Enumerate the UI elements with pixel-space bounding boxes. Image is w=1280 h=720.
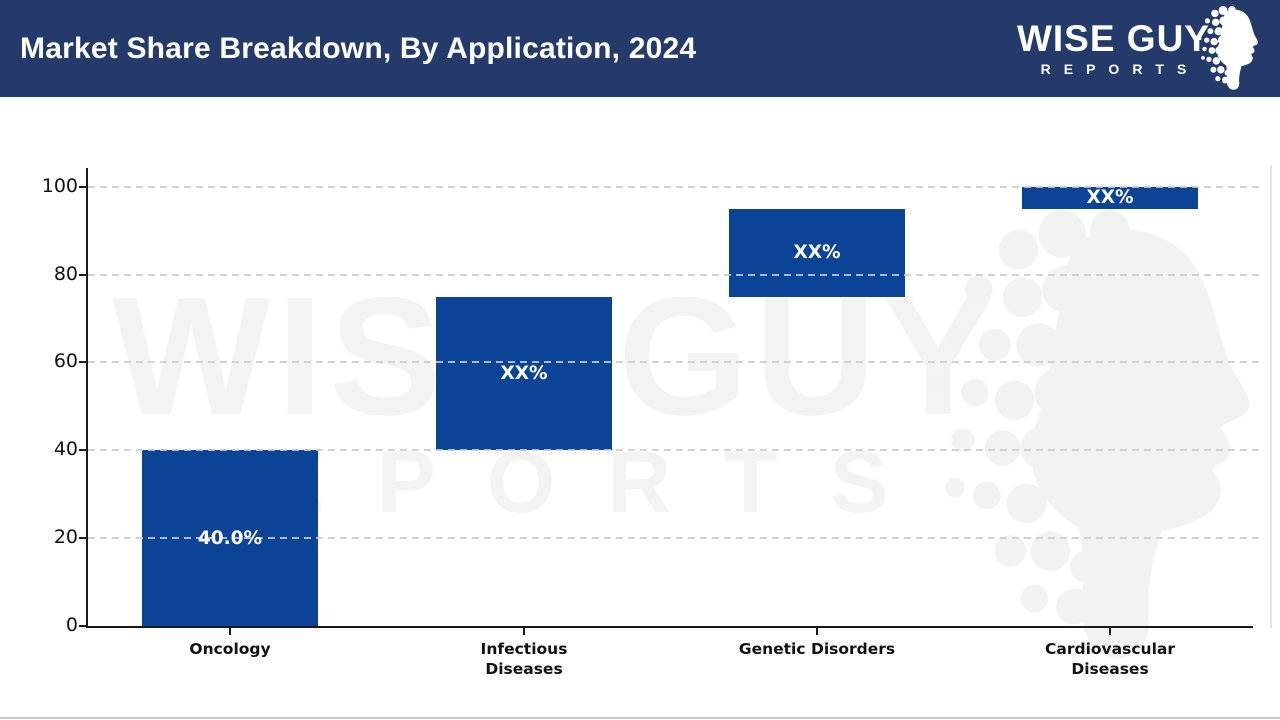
gridline	[88, 361, 1262, 364]
y-axis-tick	[79, 273, 87, 276]
brand-name: WISE GUY	[1016, 18, 1210, 59]
x-category-label: Oncology	[189, 640, 271, 658]
bar-value-label: XX%	[500, 362, 548, 384]
y-tick-label: 20	[53, 526, 78, 549]
footer-divider	[0, 717, 1280, 719]
x-category-label: Cardiovascular Diseases	[1045, 640, 1175, 678]
brand-logo: WISE GUY REPORTS	[1017, 0, 1272, 97]
brand-subname: REPORTS	[1040, 61, 1200, 77]
x-axis-tick	[816, 628, 818, 635]
x-category-label: Genetic Disorders	[738, 640, 896, 658]
gridline	[88, 537, 1262, 540]
bar-genetic-disorders	[729, 208, 905, 297]
y-tick-label: 0	[65, 614, 78, 636]
x-axis-tick	[523, 628, 525, 635]
bar-value-label: XX%	[793, 242, 841, 264]
brand-logo-text: WISE GUY REPORTS	[1016, 18, 1210, 78]
watermark-face-graphic	[931, 210, 1250, 659]
gridline	[88, 185, 1262, 188]
y-tick-label: 100	[41, 174, 78, 197]
gridline	[88, 273, 1262, 276]
bar-infectious-diseases	[436, 296, 612, 451]
bar-value-label: XX%	[1086, 187, 1134, 209]
y-tick-label: 80	[53, 262, 78, 285]
x-axis	[86, 626, 1253, 629]
header-bar: Market Share Breakdown, By Application, …	[0, 0, 1280, 97]
x-axis-tick	[1109, 628, 1111, 635]
plot-right-border	[1270, 165, 1272, 628]
x-axis-tick	[229, 628, 231, 635]
x-category-label: Infectious Diseases	[480, 640, 568, 678]
bar-cardiovascular-diseases	[1022, 186, 1198, 209]
y-tick-label: 40	[53, 438, 78, 461]
y-axis-tick	[79, 537, 87, 540]
page-title: Market Share Breakdown, By Application, …	[20, 31, 697, 65]
y-axis-tick	[79, 449, 87, 452]
y-axis	[86, 168, 89, 628]
y-axis-tick	[79, 185, 87, 188]
bar-value-label: 40.0%	[197, 527, 263, 549]
y-axis-tick	[79, 361, 87, 364]
y-axis-tick	[79, 625, 87, 627]
y-tick-label: 60	[53, 350, 78, 373]
gridline	[88, 449, 1262, 452]
